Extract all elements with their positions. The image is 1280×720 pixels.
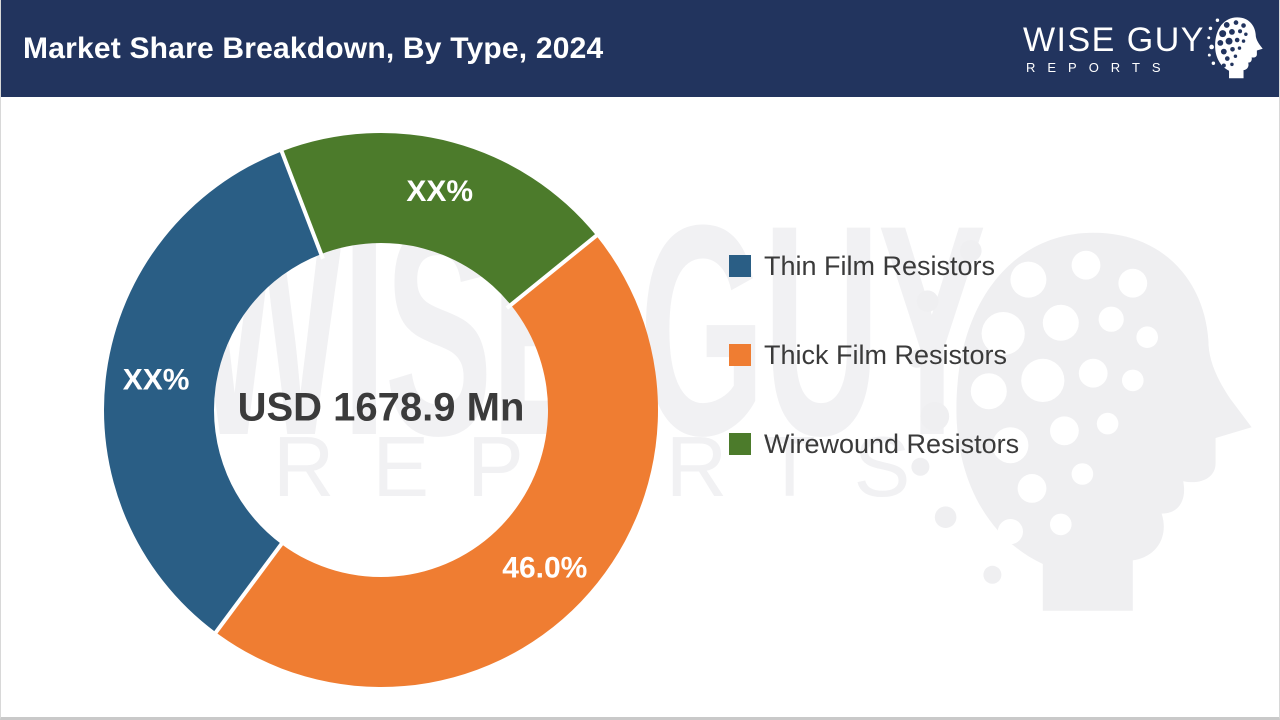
legend-item-label: Wirewound Resistors bbox=[764, 428, 1020, 459]
segment-divider bbox=[505, 232, 600, 310]
logo-wordmark: WISE GUY bbox=[1022, 21, 1205, 59]
donut-chart: XX% 46.0% XX% bbox=[103, 133, 658, 687]
legend-swatch bbox=[729, 433, 751, 455]
legend: Thin Film Resistors Thick Film Resistors W… bbox=[729, 250, 1019, 517]
page-title: Market Share Breakdown, By Type, 2024 bbox=[23, 31, 604, 65]
legend-item: Wirewound Resistors bbox=[729, 428, 1019, 460]
header: Market Share Breakdown, By Type, 2024 WI… bbox=[1, 0, 1279, 97]
segment-value-label: 46.0% bbox=[502, 552, 587, 585]
legend-item: Thin Film Resistors bbox=[729, 250, 1019, 282]
segment-divider bbox=[213, 538, 287, 636]
wise-guy-logo: WISE GUY REPORTS bbox=[1023, 12, 1265, 86]
chart-center-label: USD 1678.9 Mn bbox=[237, 385, 525, 430]
legend-item-label: Thin Film Resistors bbox=[764, 250, 996, 281]
legend-swatch bbox=[729, 344, 751, 366]
segment-value-label: XX% bbox=[123, 364, 190, 397]
logo-subtitle: REPORTS bbox=[1025, 60, 1173, 75]
logo-face-icon bbox=[1207, 16, 1263, 78]
logo-text: WISE GUY REPORTS bbox=[1023, 23, 1205, 74]
donut-segment-thin-film-resistors bbox=[103, 151, 322, 633]
legend-item: Thick Film Resistors bbox=[729, 339, 1019, 371]
legend-item-label: Thick Film Resistors bbox=[764, 339, 1008, 370]
segment-divider bbox=[279, 148, 325, 260]
donut-segment-wirewound-resistors bbox=[281, 133, 597, 305]
watermark-face-icon bbox=[907, 232, 1252, 611]
donut-segment-thick-film-resistors bbox=[215, 235, 658, 687]
segment-value-label: XX% bbox=[406, 175, 473, 208]
legend-swatch bbox=[729, 255, 751, 277]
